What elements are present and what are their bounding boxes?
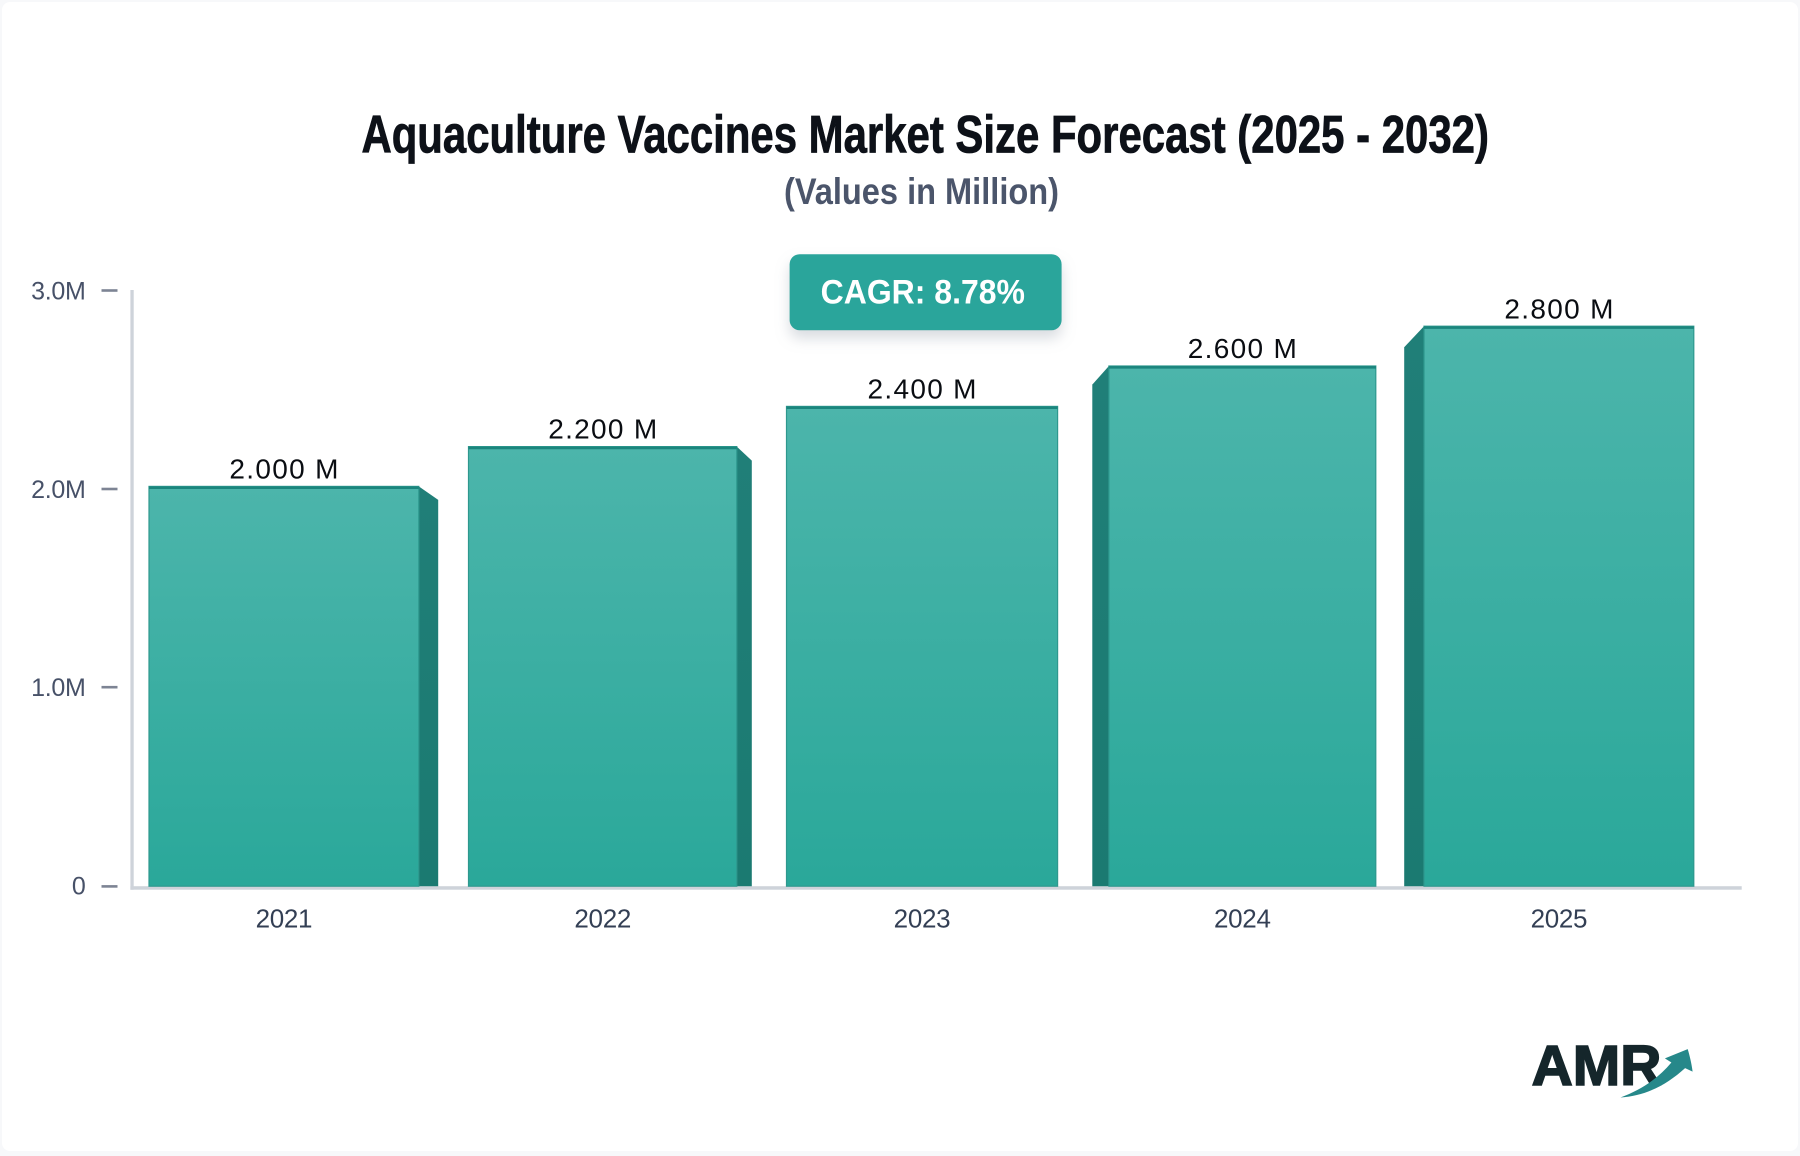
svg-text:Aquaculture Vaccines Market Si: Aquaculture Vaccines Market Size Forecas…	[361, 106, 1489, 165]
svg-text:2024: 2024	[1214, 904, 1271, 934]
svg-text:2023: 2023	[894, 904, 951, 934]
svg-text:2.600 M: 2.600 M	[1188, 333, 1297, 364]
svg-text:3.0M: 3.0M	[31, 277, 85, 305]
svg-text:2025: 2025	[1531, 904, 1588, 934]
svg-text:CAGR: 8.78%: CAGR: 8.78%	[821, 274, 1025, 312]
svg-text:2.400 M: 2.400 M	[868, 374, 977, 405]
svg-text:1.0M: 1.0M	[31, 674, 85, 702]
svg-text:(Values in Million): (Values in Million)	[784, 171, 1059, 212]
svg-text:2022: 2022	[574, 904, 631, 934]
svg-text:2.200 M: 2.200 M	[548, 414, 657, 445]
svg-text:0: 0	[72, 873, 86, 901]
svg-text:2.0M: 2.0M	[31, 476, 85, 504]
svg-text:2.000 M: 2.000 M	[229, 454, 338, 485]
svg-text:2021: 2021	[256, 904, 313, 934]
svg-text:2.800 M: 2.800 M	[1504, 293, 1613, 324]
svg-text:AMR: AMR	[1532, 1034, 1662, 1098]
